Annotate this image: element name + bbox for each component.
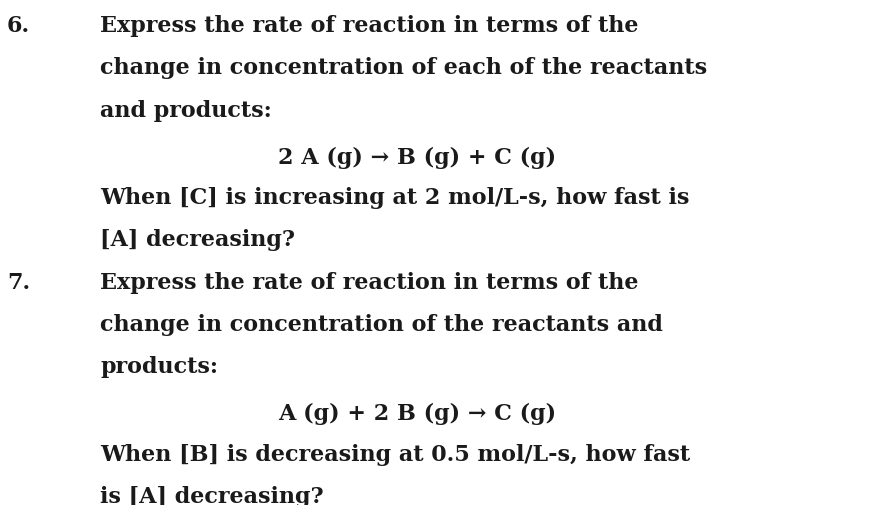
Text: [A] decreasing?: [A] decreasing? xyxy=(100,229,295,251)
Text: Express the rate of reaction in terms of the: Express the rate of reaction in terms of… xyxy=(100,271,638,293)
Text: A (g) + 2 B (g) → C (g): A (g) + 2 B (g) → C (g) xyxy=(278,402,556,424)
Text: When [B] is decreasing at 0.5 mol/L-s, how fast: When [B] is decreasing at 0.5 mol/L-s, h… xyxy=(100,443,689,465)
Text: products:: products: xyxy=(100,355,218,377)
Text: 6.: 6. xyxy=(7,15,30,37)
Text: and products:: and products: xyxy=(100,99,271,121)
Text: Express the rate of reaction in terms of the: Express the rate of reaction in terms of… xyxy=(100,15,638,37)
Text: change in concentration of the reactants and: change in concentration of the reactants… xyxy=(100,313,662,335)
Text: 7.: 7. xyxy=(7,271,30,293)
Text: When [C] is increasing at 2 mol/L-s, how fast is: When [C] is increasing at 2 mol/L-s, how… xyxy=(100,187,688,209)
Text: change in concentration of each of the reactants: change in concentration of each of the r… xyxy=(100,57,706,79)
Text: 2 A (g) → B (g) + C (g): 2 A (g) → B (g) + C (g) xyxy=(278,146,556,169)
Text: is [A] decreasing?: is [A] decreasing? xyxy=(100,485,323,505)
